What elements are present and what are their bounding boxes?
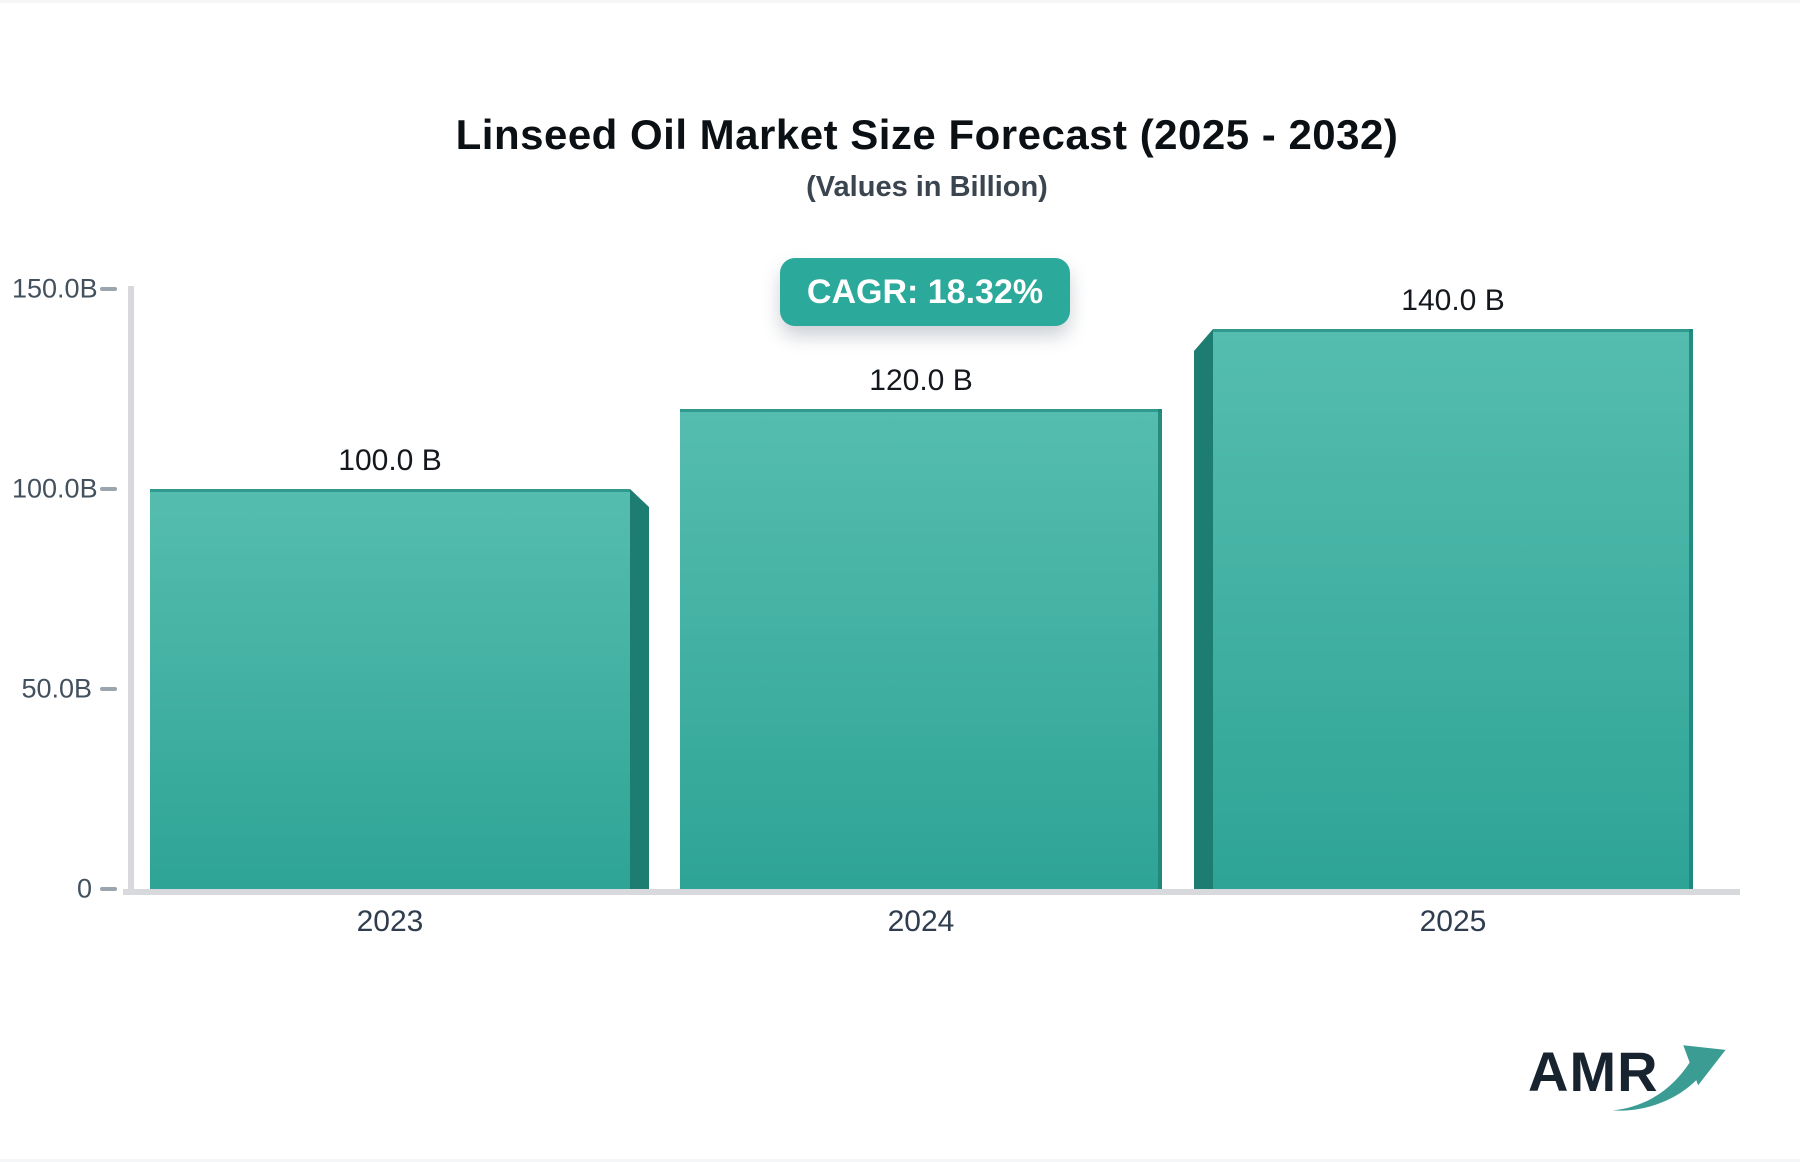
bar-edge-line: [1689, 329, 1693, 889]
chart-title: Linseed Oil Market Size Forecast (2025 -…: [455, 111, 1399, 158]
y-axis-tick-label: 100.0B: [12, 473, 98, 504]
chart-subtitle: (Values in Billion): [806, 171, 1048, 203]
bar-2024: [680, 409, 1162, 889]
amr-logo-text: AMR: [1528, 1040, 1659, 1103]
y-axis-tick-label: 150.0B: [12, 273, 98, 304]
cagr-badge: CAGR: 18.32%: [780, 258, 1070, 326]
chart-card: Linseed Oil Market Size Forecast (2025 -…: [0, 3, 1800, 1159]
trend-up-arrow-icon: [1612, 1045, 1726, 1111]
x-axis-baseline: [123, 889, 1740, 895]
amr-logo: AMR: [1520, 1031, 1740, 1121]
y-axis-line: [128, 286, 134, 891]
bar-edge-line: [1158, 409, 1162, 889]
bar-2025: [1213, 329, 1693, 889]
x-axis-label-2024: 2024: [887, 905, 955, 938]
x-axis-label-2023: 2023: [356, 905, 424, 938]
y-axis-tick-dash: [100, 887, 117, 891]
y-axis-tick-label: 0: [76, 873, 92, 904]
x-axis-label-2025: 2025: [1419, 905, 1487, 938]
y-axis-tick-dash: [100, 687, 117, 691]
y-axis-tick-dash: [100, 487, 117, 491]
bar-2023: [150, 489, 630, 889]
bar-value-label: 120.0 B: [869, 364, 973, 397]
bar-side-face: [630, 489, 649, 889]
bar-value-label: 140.0 B: [1401, 284, 1505, 317]
bar-side-face: [1194, 329, 1213, 889]
y-axis-tick-dash: [100, 287, 117, 291]
y-axis-tick-label: 50.0B: [21, 673, 92, 704]
bar-value-label: 100.0 B: [338, 444, 442, 477]
